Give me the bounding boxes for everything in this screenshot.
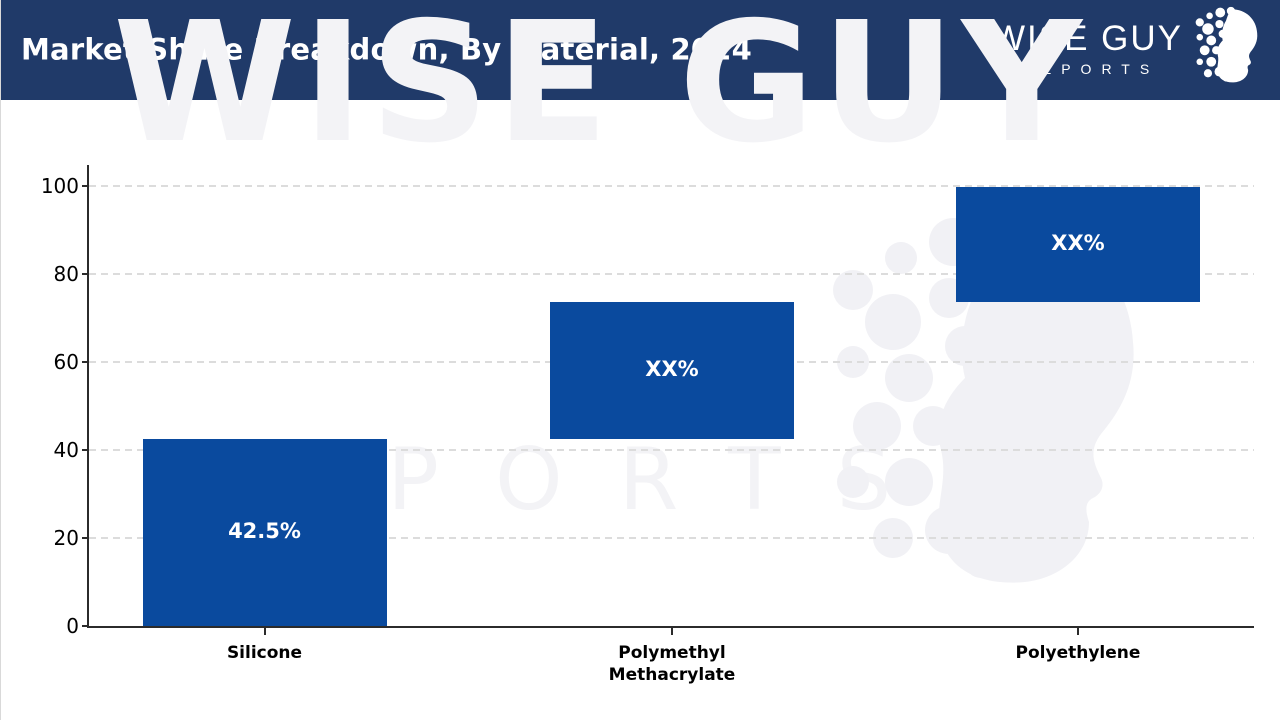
x-axis-line — [87, 626, 1254, 628]
bar-polyethylene — [956, 186, 1200, 303]
gridline-20 — [89, 537, 1254, 539]
y-tick-60 — [82, 361, 89, 363]
wiseguy-logo-text: WISE GUY REPORTS — [991, 19, 1183, 77]
x-tick-label-silicone: Silicone — [226, 643, 303, 663]
y-tick-label-80: 80 — [53, 262, 79, 286]
x-tick-polymethyl-methacrylate — [671, 628, 673, 635]
bar-silicone — [142, 439, 387, 626]
bar-polymethyl-methacrylate — [550, 302, 794, 439]
y-tick-0 — [82, 625, 89, 627]
y-tick-label-0: 0 — [66, 614, 79, 638]
x-tick-label-polyethylene: Polyethylene — [1015, 643, 1141, 663]
x-tick-polyethylene — [1077, 628, 1079, 635]
x-tick-silicone — [263, 628, 266, 635]
header-bar: Market Share Breakdown, By Material, 202… — [1, 0, 1280, 100]
gridline-40 — [89, 449, 1254, 451]
page-title: Market Share Breakdown, By Material, 202… — [21, 32, 753, 67]
watermark-text: WISE GUY — [113, 0, 1088, 180]
bar-label-polyethylene: XX% — [1051, 230, 1105, 255]
bar-label-polymethyl-methacrylate: XX% — [645, 356, 699, 381]
y-axis-line — [87, 165, 89, 628]
y-tick-40 — [82, 449, 89, 451]
wiseguy-logo: WISE GUY REPORTS — [992, 6, 1267, 92]
gridline-100 — [89, 185, 1254, 187]
y-tick-100 — [82, 185, 89, 187]
wiseguy-face-watermark — [781, 210, 1181, 614]
y-tick-label-60: 60 — [53, 350, 79, 374]
wiseguy-logo-primary: WISE GUY — [991, 19, 1183, 59]
gridline-80 — [89, 273, 1254, 275]
bar-label-silicone: 42.5% — [228, 518, 301, 543]
y-tick-20 — [82, 537, 89, 539]
y-tick-label-20: 20 — [53, 526, 79, 550]
wiseguy-logo-secondary: REPORTS — [1021, 60, 1160, 77]
y-tick-label-100: 100 — [40, 174, 79, 198]
y-tick-label-40: 40 — [53, 438, 79, 462]
wiseguy-face-icon — [1185, 6, 1267, 92]
y-tick-80 — [82, 273, 89, 275]
x-tick-label-polymethyl-methacrylate: Polymethyl Methacrylate — [608, 643, 736, 686]
